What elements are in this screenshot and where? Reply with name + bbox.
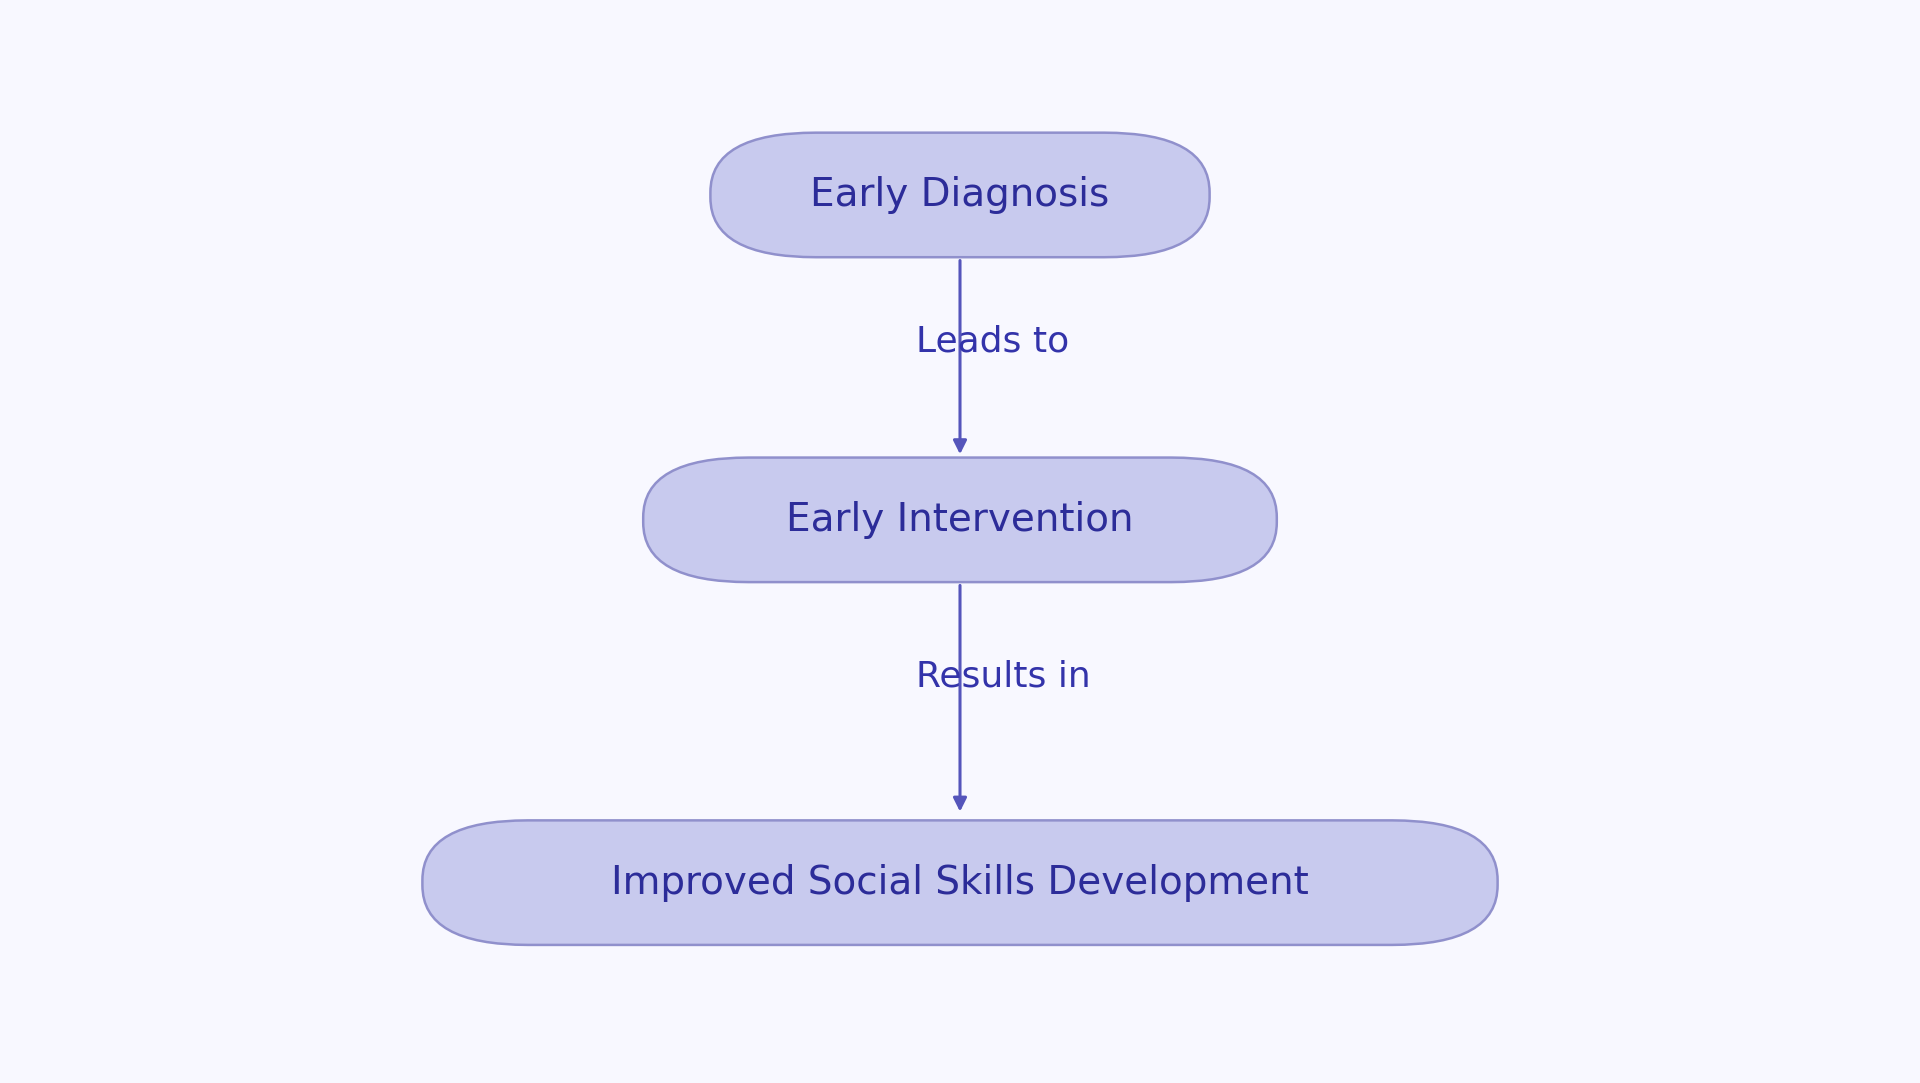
FancyBboxPatch shape bbox=[710, 133, 1210, 258]
Text: Early Diagnosis: Early Diagnosis bbox=[810, 175, 1110, 214]
Text: Improved Social Skills Development: Improved Social Skills Development bbox=[611, 863, 1309, 902]
Text: Leads to: Leads to bbox=[916, 324, 1069, 358]
Text: Results in: Results in bbox=[916, 660, 1091, 694]
FancyBboxPatch shape bbox=[422, 821, 1498, 944]
Text: Early Intervention: Early Intervention bbox=[787, 500, 1133, 539]
FancyBboxPatch shape bbox=[643, 457, 1277, 583]
